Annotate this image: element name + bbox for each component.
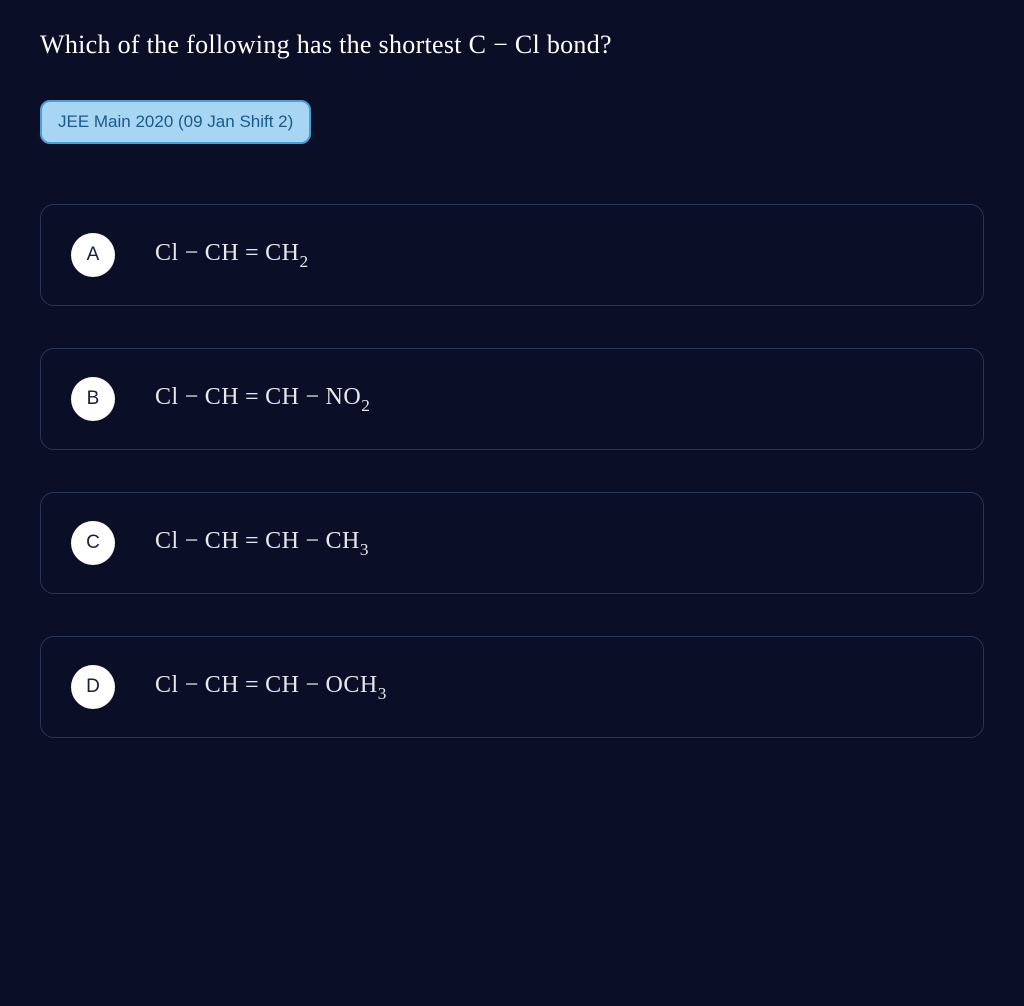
option-d-formula: Cl−CH=CH−OCH3 <box>155 672 387 703</box>
option-b-formula: Cl−CH=CH−NO2 <box>155 384 370 415</box>
exam-tag-badge[interactable]: JEE Main 2020 (09 Jan Shift 2) <box>40 100 311 144</box>
option-d-card[interactable]: D Cl−CH=CH−OCH3 <box>40 636 984 738</box>
option-a-formula: Cl−CH=CH2 <box>155 240 309 271</box>
question-text: Which of the following has the shortest … <box>40 30 984 60</box>
option-c-letter: C <box>71 521 115 565</box>
options-container: A Cl−CH=CH2 B Cl−CH=CH−NO2 C Cl−CH=CH−CH… <box>40 204 984 738</box>
option-a-letter: A <box>71 233 115 277</box>
question-suffix: bond? <box>540 30 612 59</box>
question-prefix: Which of the following has the shortest <box>40 30 469 59</box>
option-b-card[interactable]: B Cl−CH=CH−NO2 <box>40 348 984 450</box>
option-b-letter: B <box>71 377 115 421</box>
option-a-card[interactable]: A Cl−CH=CH2 <box>40 204 984 306</box>
question-bond: C − Cl <box>469 30 540 59</box>
option-c-formula: Cl−CH=CH−CH3 <box>155 528 369 559</box>
option-d-letter: D <box>71 665 115 709</box>
option-c-card[interactable]: C Cl−CH=CH−CH3 <box>40 492 984 594</box>
